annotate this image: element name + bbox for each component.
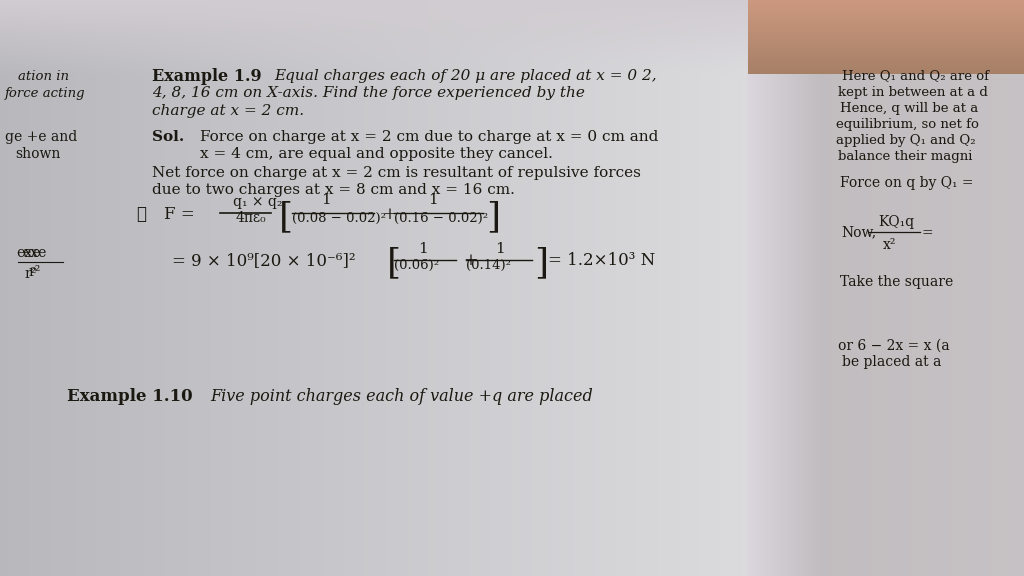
Text: Example 1.10: Example 1.10 bbox=[67, 388, 193, 405]
Text: Sol.: Sol. bbox=[152, 130, 183, 144]
Text: ∴: ∴ bbox=[136, 206, 146, 223]
Text: be placed at a: be placed at a bbox=[842, 355, 941, 369]
Text: 1: 1 bbox=[321, 194, 331, 207]
Text: Net force on charge at x = 2 cm is resultant of repulsive forces: Net force on charge at x = 2 cm is resul… bbox=[152, 166, 640, 180]
Text: charge at x = 2 cm.: charge at x = 2 cm. bbox=[152, 104, 304, 118]
Text: ge +e and: ge +e and bbox=[5, 130, 78, 144]
Text: q₁ × q₂: q₁ × q₂ bbox=[233, 195, 283, 209]
Text: applied by Q₁ and Q₂: applied by Q₁ and Q₂ bbox=[836, 134, 975, 147]
Text: =: = bbox=[922, 226, 933, 240]
Text: equilibrium, so net fo: equilibrium, so net fo bbox=[836, 118, 979, 131]
Text: or 6 − 2x = x (a: or 6 − 2x = x (a bbox=[838, 339, 949, 353]
Text: Take the square: Take the square bbox=[840, 275, 953, 289]
Text: exe: exe bbox=[16, 247, 41, 260]
Text: 1: 1 bbox=[495, 242, 505, 256]
Text: (0.16 − 0.02)²: (0.16 − 0.02)² bbox=[394, 212, 488, 225]
Text: 1: 1 bbox=[418, 242, 428, 256]
Text: r²: r² bbox=[25, 267, 37, 281]
Text: 1: 1 bbox=[428, 194, 438, 207]
Text: Five point charges each of value +q are placed: Five point charges each of value +q are … bbox=[210, 388, 593, 405]
Text: kept in between at a d: kept in between at a d bbox=[838, 86, 987, 98]
Text: Hence, q will be at a: Hence, q will be at a bbox=[840, 102, 978, 115]
Text: exe: exe bbox=[23, 247, 47, 260]
Text: = 1.2×10³ N: = 1.2×10³ N bbox=[548, 252, 655, 269]
Text: (0.06)²: (0.06)² bbox=[394, 259, 439, 272]
Text: Equal charges each of 20 μ are placed at x = 0 2,: Equal charges each of 20 μ are placed at… bbox=[274, 69, 657, 83]
Text: +: + bbox=[382, 206, 396, 223]
Text: Force on q by Q₁ =: Force on q by Q₁ = bbox=[840, 176, 973, 190]
Text: shown: shown bbox=[15, 147, 60, 161]
Text: ation in: ation in bbox=[18, 70, 70, 82]
Text: +: + bbox=[463, 252, 477, 269]
Text: KQ₁q: KQ₁q bbox=[879, 215, 914, 229]
Text: Example 1.9: Example 1.9 bbox=[152, 67, 261, 85]
Text: ]: ] bbox=[486, 200, 501, 234]
Text: [: [ bbox=[387, 246, 401, 281]
Text: Here Q₁ and Q₂ are of: Here Q₁ and Q₂ are of bbox=[842, 70, 989, 82]
Text: 4πε₀: 4πε₀ bbox=[236, 211, 266, 225]
Text: r²: r² bbox=[29, 265, 41, 279]
Text: balance their magni: balance their magni bbox=[838, 150, 972, 163]
Text: = 9 × 10⁹[20 × 10⁻⁶]²: = 9 × 10⁹[20 × 10⁻⁶]² bbox=[172, 252, 355, 269]
Text: (0.08 − 0.02)²: (0.08 − 0.02)² bbox=[292, 212, 386, 225]
Text: x²: x² bbox=[883, 238, 896, 252]
Text: ]: ] bbox=[535, 246, 549, 281]
Text: force acting: force acting bbox=[5, 87, 86, 100]
Text: (0.14)²: (0.14)² bbox=[466, 259, 511, 272]
Text: Force on charge at x = 2 cm due to charge at x = 0 cm and: Force on charge at x = 2 cm due to charg… bbox=[200, 130, 658, 144]
Text: F =: F = bbox=[164, 206, 195, 223]
Text: due to two charges at x = 8 cm and x = 16 cm.: due to two charges at x = 8 cm and x = 1… bbox=[152, 183, 514, 197]
Text: [: [ bbox=[279, 200, 293, 234]
Text: x = 4 cm, are equal and opposite they cancel.: x = 4 cm, are equal and opposite they ca… bbox=[200, 147, 553, 161]
Text: Now,: Now, bbox=[842, 226, 877, 240]
Text: 4, 8, 16 cm on X-axis. Find the force experienced by the: 4, 8, 16 cm on X-axis. Find the force ex… bbox=[152, 86, 585, 100]
